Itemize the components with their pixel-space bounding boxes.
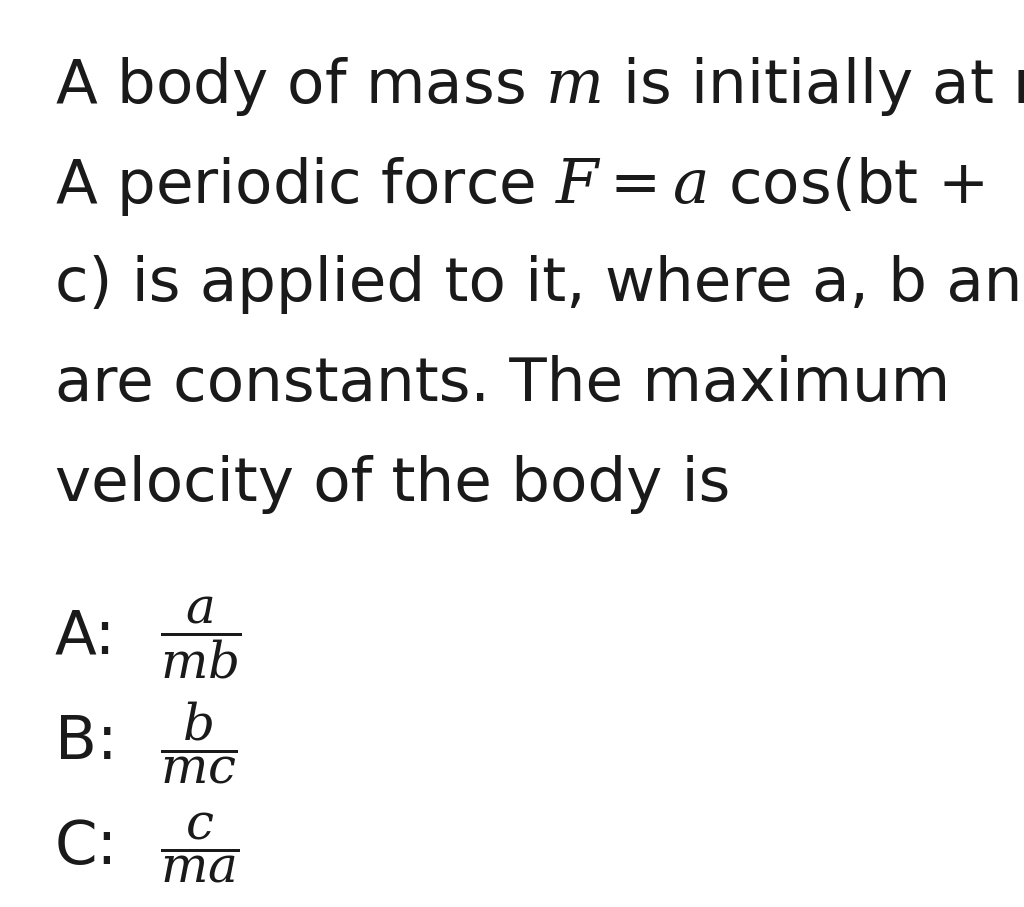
Text: $\dfrac{a}{mb}$: $\dfrac{a}{mb}$ <box>160 594 242 681</box>
Text: C:: C: <box>55 818 118 877</box>
Text: $\dfrac{b}{mc}$: $\dfrac{b}{mc}$ <box>160 699 238 785</box>
Text: A body of mass $m$ is initially at rest.: A body of mass $m$ is initially at rest. <box>55 55 1024 118</box>
Text: A:: A: <box>55 608 117 667</box>
Text: velocity of the body is: velocity of the body is <box>55 455 730 514</box>
Text: A periodic force $F = a$ cos(bt +: A periodic force $F = a$ cos(bt + <box>55 155 984 218</box>
Text: c) is applied to it, where a, b and c: c) is applied to it, where a, b and c <box>55 255 1024 314</box>
Text: $\dfrac{c}{ma}$: $\dfrac{c}{ma}$ <box>160 810 240 885</box>
Text: B:: B: <box>55 713 118 772</box>
Text: are constants. The maximum: are constants. The maximum <box>55 355 950 414</box>
